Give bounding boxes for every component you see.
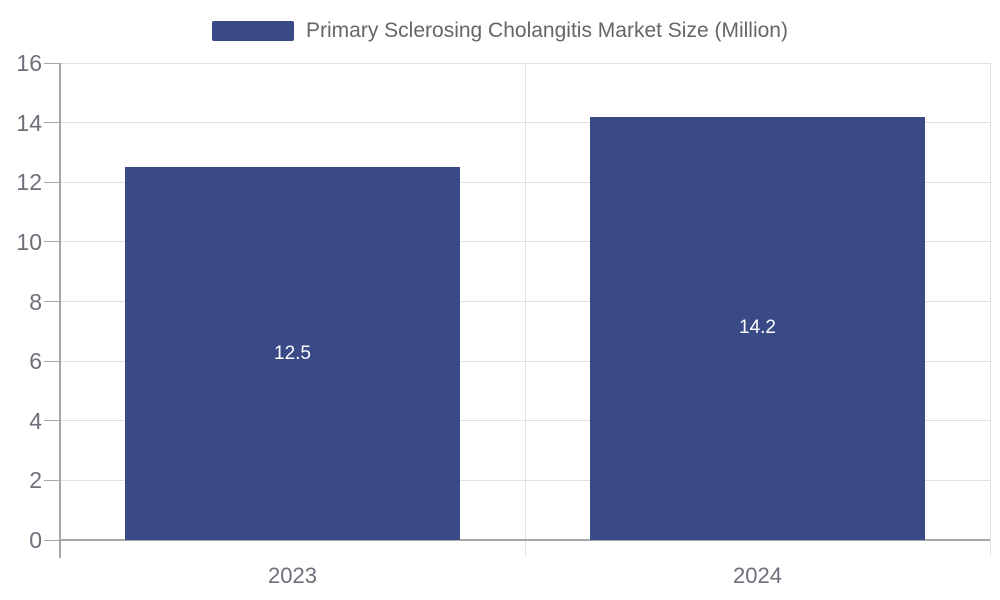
x-gridline bbox=[524, 63, 526, 556]
y-tick bbox=[44, 420, 60, 422]
y-tick-label: 12 bbox=[16, 169, 42, 196]
y-tick-label: 8 bbox=[29, 288, 42, 315]
y-tick bbox=[44, 301, 60, 302]
legend-label: Primary Sclerosing Cholangitis Market Si… bbox=[306, 19, 788, 42]
y-tick bbox=[44, 539, 60, 541]
y-axis-line bbox=[59, 63, 61, 558]
y-tick bbox=[44, 62, 60, 64]
bar-value-label: 12.5 bbox=[274, 342, 311, 364]
x-axis-line bbox=[60, 539, 990, 541]
y-tick bbox=[44, 479, 60, 481]
x-tick-label: 2024 bbox=[733, 563, 782, 588]
legend-item[interactable]: Primary Sclerosing Cholangitis Market Si… bbox=[0, 16, 1000, 46]
y-tick bbox=[44, 181, 60, 183]
y-tick-label: 0 bbox=[29, 527, 42, 553]
y-tick bbox=[44, 241, 60, 243]
y-tick-label: 10 bbox=[16, 228, 42, 255]
bar-2023[interactable] bbox=[125, 167, 460, 540]
bar-2024[interactable] bbox=[590, 116, 925, 540]
y-tick bbox=[44, 360, 60, 362]
legend-swatch bbox=[212, 21, 294, 41]
y-tick-label: 14 bbox=[16, 109, 42, 136]
y-tick-label: 2 bbox=[29, 467, 42, 494]
y-tick-label: 4 bbox=[29, 407, 42, 434]
bar-value-label: 14.2 bbox=[739, 317, 776, 339]
y-tick bbox=[44, 122, 60, 124]
x-gridline bbox=[989, 63, 991, 556]
y-tick-label: 6 bbox=[29, 348, 42, 375]
y-tick-label: 16 bbox=[16, 50, 42, 76]
x-tick-label: 2023 bbox=[268, 563, 317, 588]
